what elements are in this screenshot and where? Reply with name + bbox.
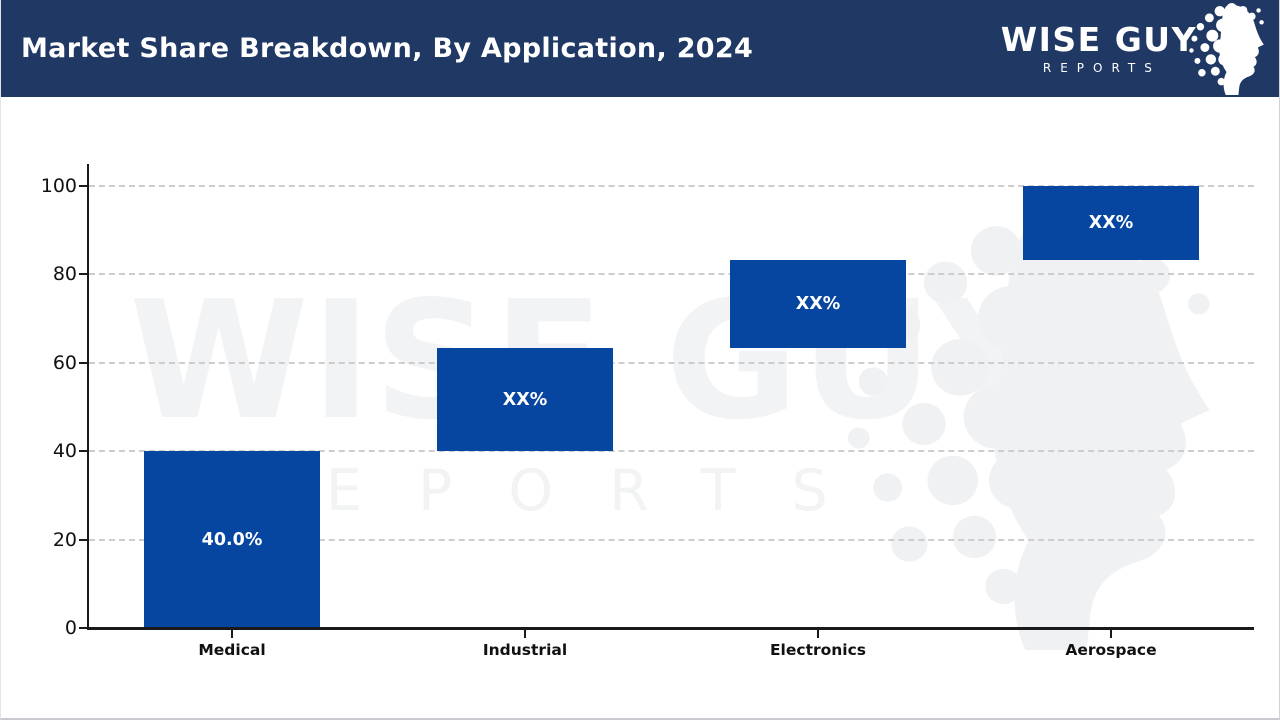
y-axis-tick-label: 20 (52, 528, 77, 551)
chart-title: Market Share Breakdown, By Application, … (21, 33, 754, 64)
bar-value-label: XX% (795, 294, 841, 314)
y-axis-tick-mark (79, 185, 87, 187)
y-axis-tick-mark (79, 273, 87, 276)
logo-line2: REPORTS (1042, 61, 1161, 75)
logo-head-icon (1189, 2, 1264, 95)
y-axis-tick-label: 100 (40, 175, 77, 197)
y-axis-tick-label: 0 (64, 617, 77, 639)
gridline (89, 450, 1254, 453)
x-axis-category-label: Medical (198, 641, 266, 659)
x-axis-tick-mark (524, 630, 526, 638)
watermark-line2: REPORTS (230, 458, 884, 524)
y-axis-tick-label: 60 (52, 351, 77, 374)
bar-aerospace (1023, 186, 1199, 260)
x-axis-tick-mark (1110, 630, 1112, 638)
logo-wordmark: WISE GUY REPORTS (1001, 23, 1197, 74)
x-axis-category-label: Aerospace (1065, 641, 1157, 659)
bar-medical (144, 451, 320, 628)
x-axis-category-label: Industrial (482, 641, 568, 659)
y-axis-tick-mark (79, 538, 87, 541)
y-axis-tick-label: 80 (52, 263, 77, 286)
gridline (89, 273, 1254, 276)
header-bar: Market Share Breakdown, By Application, … (1, 0, 1279, 97)
bar-value-label: XX% (502, 389, 548, 410)
wiseguy-logo: WISE GUY REPORTS (1001, 2, 1269, 95)
x-axis-category-label: Electronics (769, 641, 867, 659)
x-axis-tick-mark (817, 630, 819, 638)
gridline (89, 185, 1254, 187)
bar-value-label: XX% (1088, 212, 1134, 233)
y-axis-tick-mark (79, 450, 87, 453)
y-axis-spine (87, 164, 89, 628)
bar-electronics (730, 259, 906, 349)
gridline (89, 538, 1254, 541)
bar-industrial (437, 348, 613, 452)
bar-value-label: 40.0% (201, 529, 263, 550)
x-axis-tick-mark (231, 630, 233, 638)
y-axis-tick-mark (79, 361, 87, 364)
logo-line1: WISE GUY (1000, 20, 1197, 59)
x-axis-spine (87, 627, 1254, 630)
y-axis-tick-label: 40 (52, 440, 77, 463)
y-axis-tick-mark (79, 627, 87, 629)
gridline (89, 361, 1254, 364)
